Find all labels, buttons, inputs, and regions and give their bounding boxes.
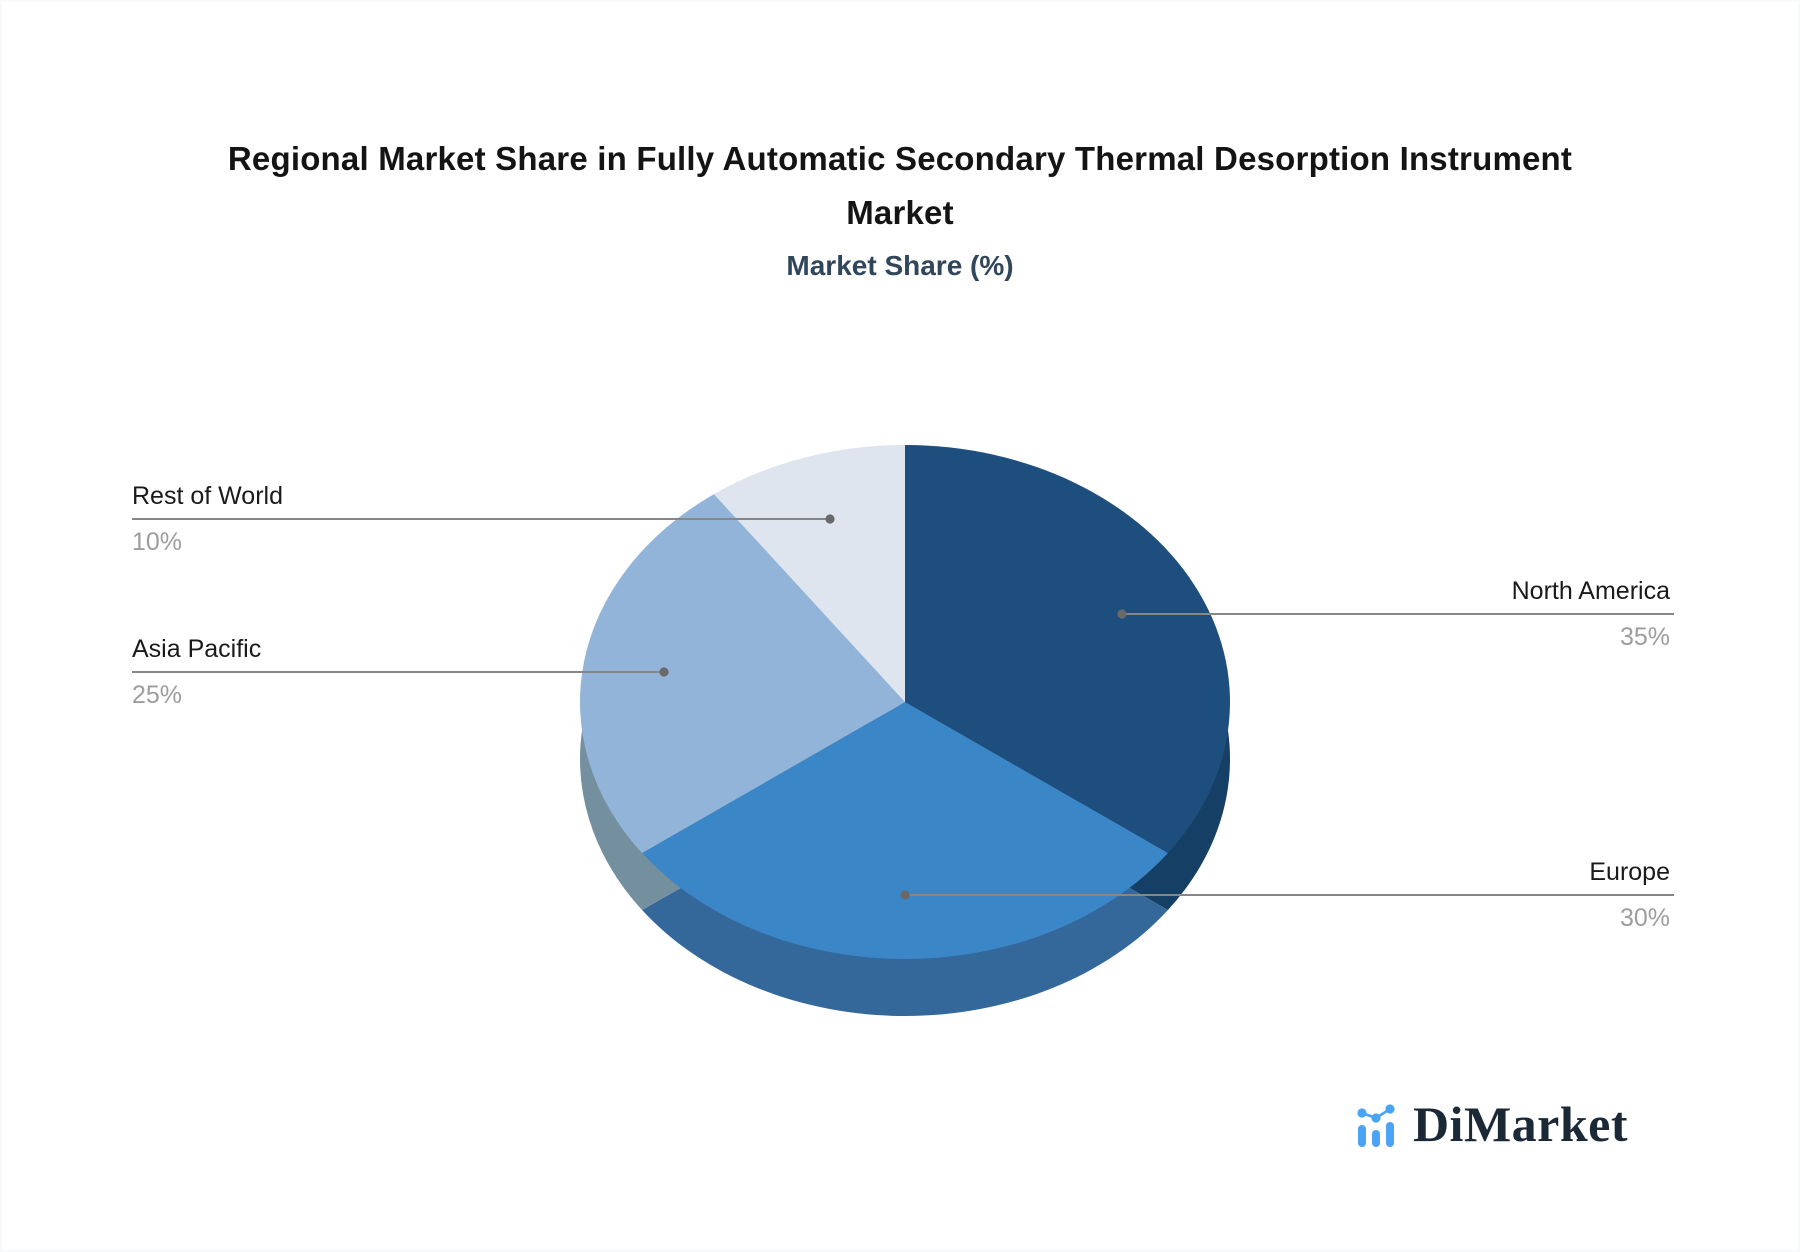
leader-dot-asia-pacific [659,667,669,677]
dimarket-logo: DiMarket [1355,1098,1628,1150]
leader-dot-rest-of-world [825,514,835,524]
slice-label-asia-pacific: Asia Pacific [132,635,262,663]
title-row: Regional Market Share in Fully Automatic… [2,132,1798,240]
pie-slice-asia-pacific[interactable] [580,494,905,854]
slice-value-europe: 30% [1619,904,1670,932]
slice-label-europe: Europe [1589,858,1670,886]
slice-value-north-america: 35% [1619,623,1670,651]
slice-label-north-america: North America [1511,577,1670,605]
pie-slice-north-america[interactable] [905,445,1230,854]
chart-subtitle: Market Share (%) [786,250,1014,281]
mini-bar-chart-icon [1357,1104,1395,1147]
slice-value-asia-pacific: 25% [132,681,183,709]
logo-text: DiMarket [1412,1096,1628,1152]
leader-dot-north-america [1117,609,1127,619]
leader-dot-europe [900,890,910,900]
pie-slice-rest-of-world[interactable] [713,445,905,702]
slice-value-rest-of-world: 10% [132,528,183,556]
page-title: Regional Market Share in Fully Automatic… [227,140,1573,231]
subtitle-row: Market Share (%) [2,250,1798,282]
slice-label-rest-of-world: Rest of World [132,482,283,510]
